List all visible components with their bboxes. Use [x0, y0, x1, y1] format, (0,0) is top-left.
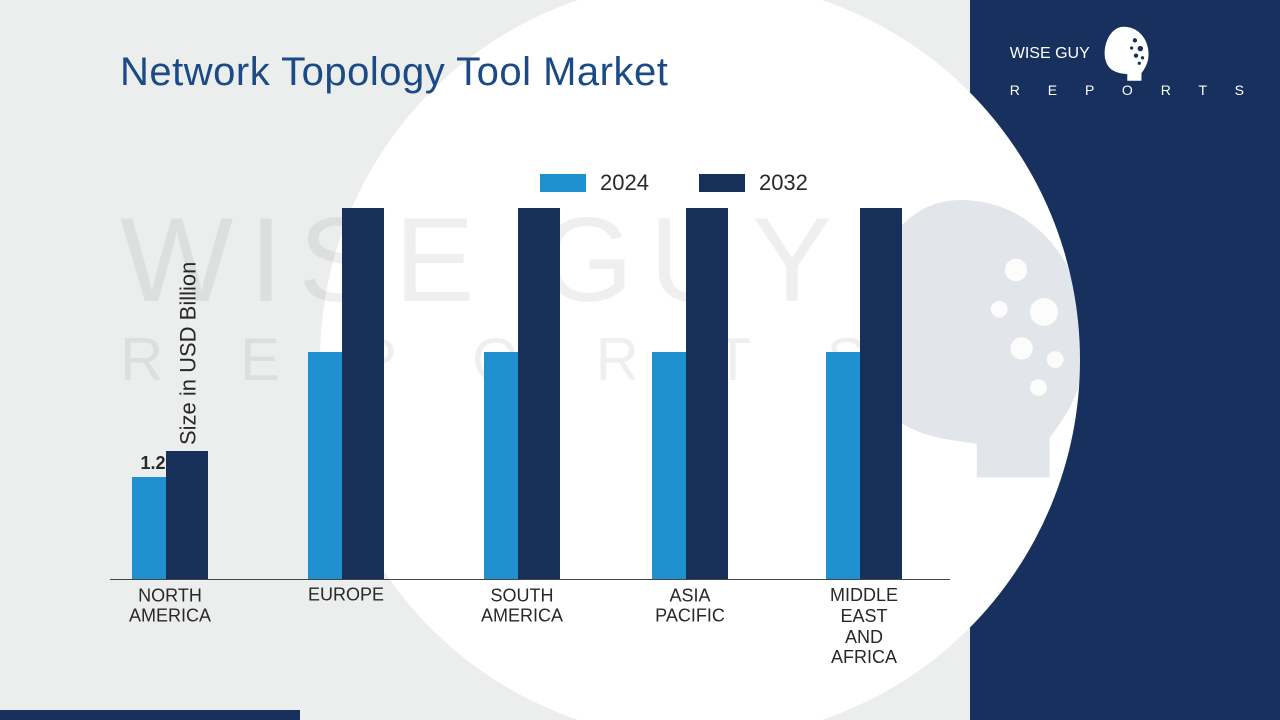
- brand-head-icon: [1094, 24, 1154, 84]
- brand-line2: R E P O R T S: [1010, 82, 1256, 98]
- bottom-accent-bar: [0, 710, 300, 720]
- bar-2032: [686, 208, 728, 579]
- plot-area: 1.2NORTH AMERICAEUROPESOUTH AMERICAASIA …: [110, 200, 950, 580]
- bar-2032: [166, 451, 208, 579]
- chart-canvas: WISE GUY R E P O R T S WISE GUY R E P O …: [0, 0, 1280, 720]
- legend: 2024 2032: [540, 170, 808, 196]
- chart-title: Network Topology Tool Market: [120, 50, 668, 95]
- bar-2032: [860, 208, 902, 579]
- bar-group: 1.2: [110, 451, 230, 579]
- brand-line1: WISE GUY: [1010, 45, 1090, 62]
- legend-swatch-2024: [540, 174, 586, 192]
- legend-swatch-2032: [699, 174, 745, 192]
- bar-group: [630, 208, 750, 579]
- bar-group: [462, 208, 582, 579]
- x-axis-label: SOUTH AMERICA: [481, 585, 563, 626]
- legend-item: 2032: [699, 170, 808, 196]
- x-axis-label: EUROPE: [308, 585, 384, 606]
- bar-2032: [518, 208, 560, 579]
- x-axis-label: NORTH AMERICA: [129, 585, 211, 626]
- legend-label: 2032: [759, 170, 808, 196]
- bar-group: [804, 208, 924, 579]
- legend-label: 2024: [600, 170, 649, 196]
- legend-item: 2024: [540, 170, 649, 196]
- bar-group: [286, 208, 406, 579]
- x-axis-label: MIDDLE EAST AND AFRICA: [830, 585, 898, 668]
- bar-value-label: 1.2: [140, 453, 165, 474]
- brand-logo: WISE GUY R E P O R T S: [1010, 24, 1256, 98]
- bar-2032: [342, 208, 384, 579]
- x-axis-label: ASIA PACIFIC: [655, 585, 725, 626]
